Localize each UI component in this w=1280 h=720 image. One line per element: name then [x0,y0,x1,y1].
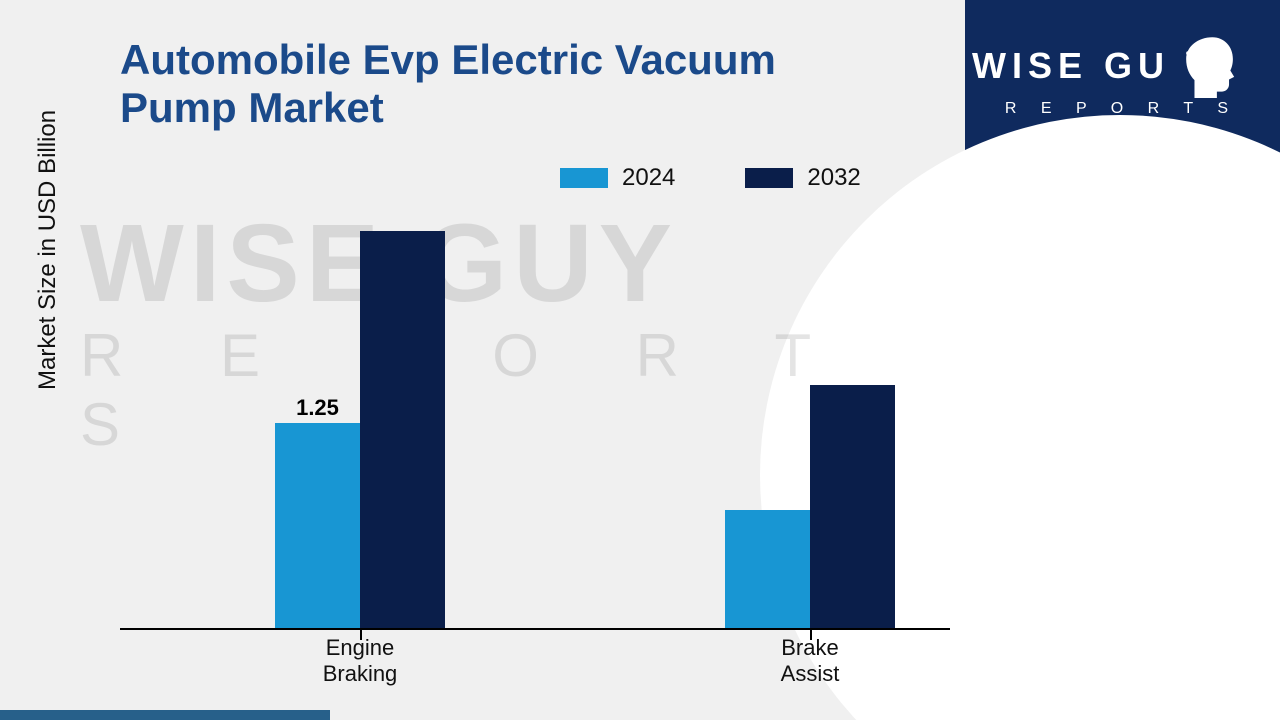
bar [360,231,445,628]
logo-line1: WISE GU [972,34,1238,98]
category-label: EngineBraking [280,635,440,686]
logo-text-1: WISE GU [972,45,1170,87]
legend-swatch-2024 [560,168,608,188]
chart-title: Automobile Evp Electric Vacuum Pump Mark… [120,36,900,133]
plot-area: 1.25EngineBraking BrakeAssist [120,220,950,630]
bar [810,385,895,628]
head-profile-icon [1174,34,1238,98]
bar: 1.25 [275,423,360,628]
legend-swatch-2032 [745,168,793,188]
bar-group: 1.25EngineBraking [275,231,445,628]
chart-canvas: WISE GUY R E P O R T S Automobile Evp El… [0,0,1280,720]
legend-item-2032: 2032 [745,164,860,192]
legend-label-2032: 2032 [807,164,860,192]
chart-legend: 2024 2032 [560,164,861,192]
brand-logo: WISE GU R E P O R T S [972,34,1238,118]
legend-item-2024: 2024 [560,164,675,192]
y-axis-label: Market Size in USD Billion [34,110,62,390]
bottom-accent-bar [0,710,330,720]
category-label: BrakeAssist [730,635,890,686]
logo-line2: R E P O R T S [972,100,1238,118]
bar-group: BrakeAssist [725,385,895,628]
legend-label-2024: 2024 [622,164,675,192]
bar [725,510,810,628]
